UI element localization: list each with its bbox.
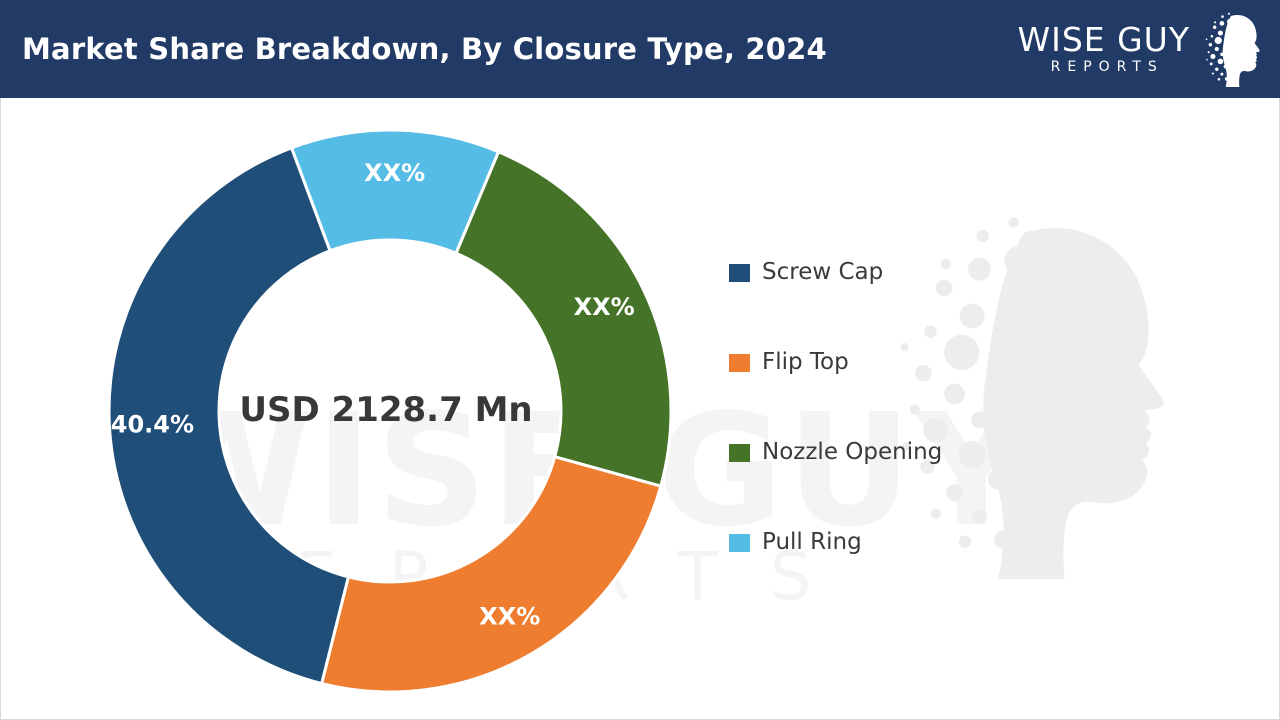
logo-subtitle: REPORTS [1050,59,1164,76]
segment-screw-cap [107,146,350,686]
segment-flip-top [320,455,663,694]
legend-label-pull-ring: Pull Ring [762,529,862,555]
segment-label-screw-cap: 40.4% [111,410,194,438]
page-title: Market Share Breakdown, By Closure Type,… [22,32,827,66]
logo-face-icon [1198,10,1262,88]
legend-item-screw-cap: Screw Cap [729,259,942,286]
wiseguy-logo: WISE GUY REPORTS [1017,10,1262,88]
segment-label-nozzle-opening: XX% [574,293,635,321]
legend-label-flip-top: Flip Top [762,349,849,375]
legend-item-nozzle-opening: Nozzle Opening [729,439,942,466]
legend-label-screw-cap: Screw Cap [762,259,884,285]
legend-item-flip-top: Flip Top [729,349,942,376]
segment-pull-ring [290,128,500,255]
donut-chart: 40.4% XX% XX% XX% [107,128,673,694]
legend-label-nozzle-opening: Nozzle Opening [762,439,943,465]
segment-nozzle-opening [454,150,673,488]
legend-swatch-nozzle-opening [729,443,750,462]
chart-legend: Screw Cap Flip Top Nozzle Opening Pull Ring [729,259,942,619]
legend-item-pull-ring: Pull Ring [729,529,942,556]
legend-swatch-flip-top [729,353,750,372]
logo-wordmark: WISE GUY [1017,19,1190,59]
header: Market Share Breakdown, By Closure Type,… [0,0,1280,98]
chart-area: WISE GUY REPORTS 40.4%XX%XX%XX% USD 2128… [0,98,1280,720]
logo-text: WISE GUY REPORTS [1017,19,1190,76]
chart-center-value: USD 2128.7 Mn [239,390,533,430]
segment-label-pull-ring: XX% [364,159,425,187]
segment-label-flip-top: XX% [479,603,540,631]
legend-swatch-pull-ring [729,533,750,552]
legend-swatch-screw-cap [729,263,750,282]
